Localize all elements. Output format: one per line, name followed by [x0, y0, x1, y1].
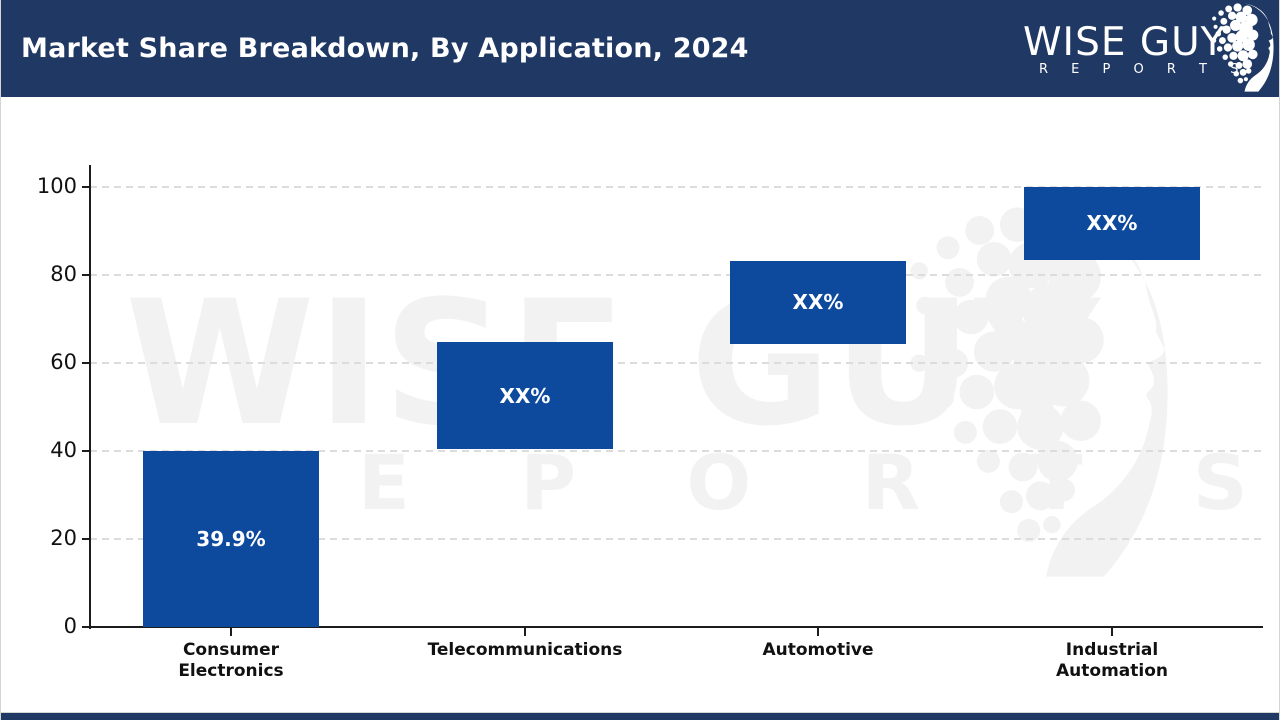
- gridline: [90, 537, 1263, 540]
- bar-automotive: XX%: [730, 260, 906, 344]
- x-axis-line: [88, 626, 1263, 628]
- bar-industrial-automation: XX%: [1024, 186, 1200, 260]
- category-label-consumer-electronics: Consumer Electronics: [178, 640, 284, 681]
- brand-logo-subtext: R E P O R T S: [1039, 62, 1248, 77]
- x-axis-tick: [524, 628, 526, 636]
- page-title: Market Share Breakdown, By Application, …: [21, 33, 749, 64]
- x-axis-tick: [1111, 628, 1113, 636]
- category-label-automotive: Automotive: [762, 640, 874, 660]
- bar-label-telecommunications: XX%: [499, 383, 551, 408]
- y-axis-tick-label: 0: [63, 614, 77, 638]
- bar-label-automotive: XX%: [792, 290, 844, 315]
- x-axis-tick: [817, 628, 819, 636]
- y-axis-tick-label: 100: [36, 173, 77, 198]
- y-axis-tick: [82, 537, 89, 540]
- gridline: [90, 273, 1263, 276]
- y-axis-tick: [82, 273, 89, 276]
- brand-dotted-head-icon: [1212, 3, 1274, 92]
- bar-consumer-electronics: 39.9%: [143, 450, 319, 627]
- category-label-industrial-automation: Industrial Automation: [1056, 640, 1168, 681]
- y-axis-tick-label: 40: [50, 437, 77, 462]
- brand-logo-wordmark: WISE GUY: [1023, 20, 1226, 65]
- y-axis-tick: [82, 361, 89, 364]
- y-axis-tick-label: 80: [50, 261, 77, 286]
- bar-label-industrial-automation: XX%: [1086, 211, 1138, 236]
- y-axis-line: [89, 165, 91, 629]
- gridline: [90, 361, 1263, 364]
- y-axis-tick: [82, 185, 89, 188]
- gridline: [90, 449, 1263, 452]
- y-axis-tick: [82, 449, 89, 452]
- y-axis-tick: [82, 626, 89, 628]
- watermark-dotted-head-icon: [873, 196, 1173, 592]
- gridline: [90, 185, 1263, 188]
- category-label-telecommunications: Telecommunications: [427, 640, 623, 660]
- y-axis-tick-label: 20: [50, 525, 77, 550]
- brand-logo: WISE GUY R E P O R T S: [1023, 0, 1274, 97]
- header-bar: Market Share Breakdown, By Application, …: [1, 0, 1279, 97]
- footer-bar: [1, 712, 1279, 720]
- y-axis-tick-label: 60: [50, 349, 77, 374]
- bar-label-consumer-electronics: 39.9%: [196, 526, 266, 551]
- bar-telecommunications: XX%: [437, 342, 613, 450]
- x-axis-tick: [230, 628, 232, 636]
